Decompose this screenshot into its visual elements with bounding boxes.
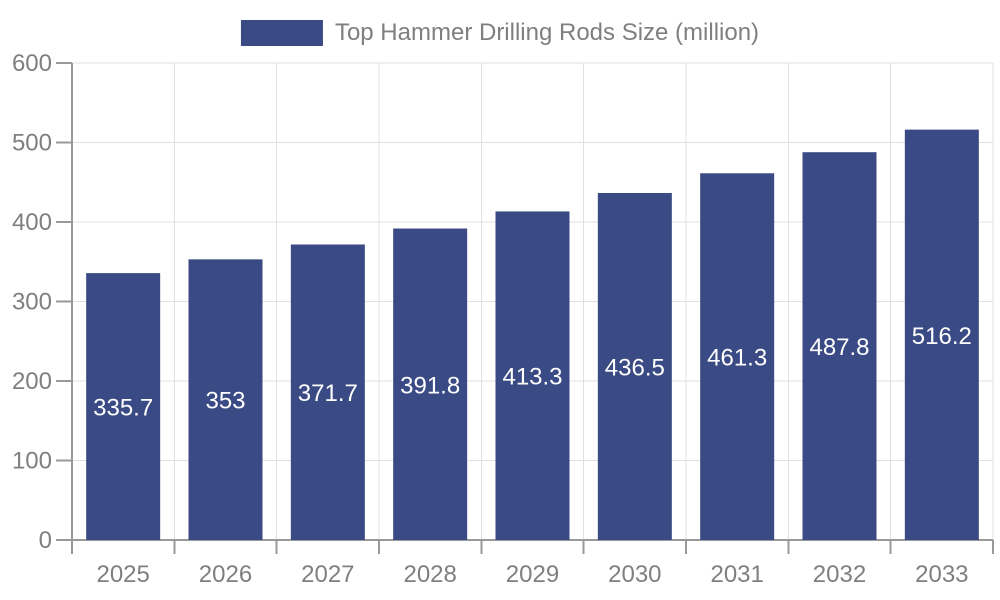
y-axis-tick-label: 600 [12, 50, 52, 77]
y-axis-tick-label: 0 [39, 527, 52, 554]
x-axis-tick-label: 2027 [301, 561, 354, 588]
x-axis-tick-label: 2033 [915, 561, 968, 588]
x-axis-tick-label: 2025 [96, 561, 149, 588]
bar-value-label: 436.5 [605, 354, 665, 381]
bar-2032[interactable] [802, 152, 877, 540]
bar-value-label: 371.7 [298, 380, 358, 407]
legend-swatch [240, 20, 323, 46]
bar-2029[interactable] [495, 211, 570, 540]
x-axis-tick-label: 2031 [710, 561, 763, 588]
y-axis-tick-label: 500 [12, 130, 52, 157]
legend-item[interactable]: Top Hammer Drilling Rods Size (million) [240, 19, 760, 46]
bar-2033[interactable] [904, 129, 979, 540]
bar-value-label: 413.3 [502, 364, 562, 391]
bar-value-label: 461.3 [707, 345, 767, 372]
bar-2031[interactable] [700, 173, 775, 541]
bar-value-label: 487.8 [809, 334, 869, 361]
bar-2030[interactable] [597, 192, 672, 541]
x-axis-tick-label: 2030 [608, 561, 661, 588]
x-axis-tick-label: 2029 [506, 561, 559, 588]
bar-value-label: 516.2 [912, 323, 972, 350]
y-axis-tick-label: 100 [12, 448, 52, 475]
bar-2027[interactable] [290, 244, 365, 540]
x-axis-tick-label: 2028 [403, 561, 456, 588]
y-axis-tick-label: 300 [12, 289, 52, 316]
x-axis-tick-label: 2026 [199, 561, 252, 588]
bar-value-label: 353 [205, 388, 245, 415]
bar-2028[interactable] [393, 228, 468, 541]
y-axis-tick-label: 200 [12, 368, 52, 395]
bar-value-label: 335.7 [93, 395, 153, 422]
x-axis-tick-label: 2032 [813, 561, 866, 588]
bar-2026[interactable] [188, 259, 263, 540]
y-axis-tick-label: 400 [12, 209, 52, 236]
legend-label: Top Hammer Drilling Rods Size (million) [334, 19, 760, 46]
bar-2025[interactable] [86, 273, 161, 540]
bar-value-label: 391.8 [400, 372, 460, 399]
